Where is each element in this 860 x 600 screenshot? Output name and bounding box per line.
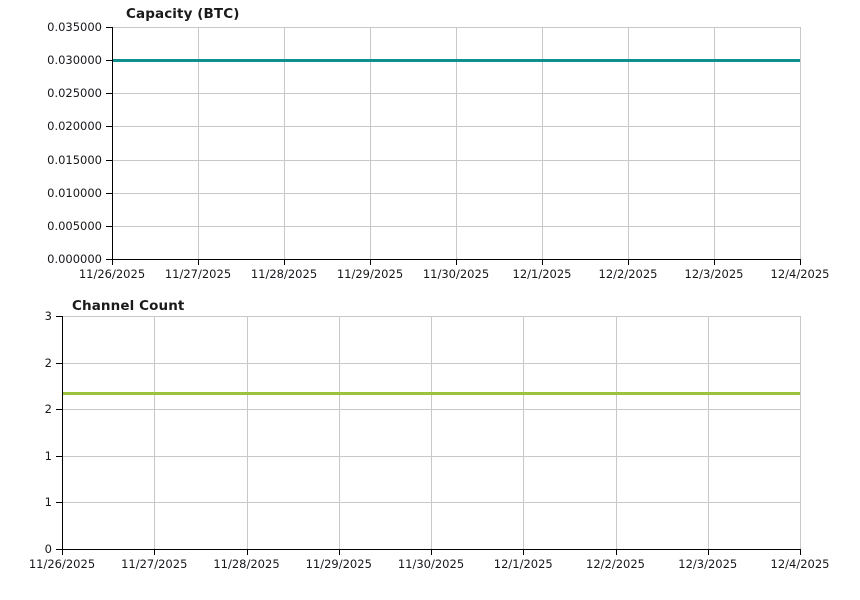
gridline-vertical [456,27,457,259]
x-axis-label: 12/2/2025 [586,557,645,571]
x-axis-label: 12/1/2025 [493,557,553,571]
y-tick-mark [106,60,112,62]
x-tick-mark [154,550,156,555]
x-tick-mark [284,260,285,265]
gridline-vertical [338,316,340,549]
x-tick-mark [198,260,199,265]
x-tick-mark [370,260,371,265]
x-tick-mark [456,260,457,265]
y-axis-label: 2 [44,355,52,370]
y-tick-mark [106,93,112,95]
y-tick-mark [56,455,62,457]
x-axis-label: 12/3/2025 [678,557,738,571]
y-tick-mark [56,316,62,317]
y-tick-mark [106,192,112,194]
gridline-vertical [523,316,525,549]
channel-chart-title: Channel Count [72,298,185,314]
gridline-vertical [800,27,801,259]
x-tick-mark [707,550,709,555]
y-axis-label: 3 [44,309,52,323]
x-axis-label: 12/4/2025 [770,557,830,571]
y-tick-mark [106,126,112,128]
x-axis-label: 11/27/2025 [164,267,232,281]
y-axis-label: 0.015000 [47,152,102,167]
y-axis-label: 0 [44,542,52,556]
gridline-vertical [284,27,285,259]
x-tick-mark [431,550,432,555]
x-axis-label: 12/2/2025 [598,267,658,281]
x-tick-mark [62,550,63,555]
y-tick-mark [56,362,62,364]
x-tick-mark [628,260,629,265]
gridline-vertical [628,27,629,259]
channel-chart-panel: Channel Count 3 2 2 1 1 0 11/26/2025 11/27/202… [0,290,860,600]
y-axis-label: 0.010000 [47,185,102,200]
gridline-vertical [615,316,617,549]
y-tick-mark [106,159,112,161]
x-axis-label: 11/27/2025 [121,557,188,571]
x-axis-label: 11/29/2025 [336,267,404,281]
x-axis-label: 11/29/2025 [305,557,372,571]
gridline-vertical [800,316,801,549]
x-tick-mark [246,550,248,555]
gridline-vertical [198,27,199,259]
x-axis-label: 11/30/2025 [422,267,490,281]
y-tick-mark [56,409,62,411]
y-tick-mark [106,27,112,28]
gridline-vertical [714,27,715,259]
x-axis-label: 11/28/2025 [213,557,280,571]
channel-series-line [62,392,800,396]
x-axis-label: 11/28/2025 [250,267,318,281]
x-axis-label: 11/30/2025 [397,557,465,571]
x-tick-mark [112,260,113,265]
capacity-x-axis-line [112,259,801,260]
gridline-vertical [370,27,371,259]
x-axis-label: 11/26/2025 [28,557,96,571]
y-tick-mark [56,549,62,550]
y-tick-mark [106,259,112,260]
y-axis-label: 0.005000 [47,218,102,233]
y-axis-label: 1 [44,495,52,510]
y-axis-label: 0.025000 [47,86,102,101]
gridline-vertical [707,316,709,549]
x-axis-label: 12/1/2025 [512,267,572,281]
channel-y-axis-line [62,316,63,550]
x-tick-mark [542,260,543,265]
capacity-series-line [112,58,800,62]
x-axis-label: 11/26/2025 [78,267,146,281]
gridline-vertical [431,316,432,549]
y-axis-label: 1 [44,448,52,463]
gridline-vertical [154,316,156,549]
gridline-vertical [542,27,543,259]
y-axis-label: 0.000000 [47,252,102,266]
x-axis-label: 12/4/2025 [770,267,830,281]
capacity-chart-title: Capacity (BTC) [126,6,240,22]
gridline-vertical [246,316,248,549]
x-axis-label: 12/3/2025 [684,267,744,281]
y-axis-label: 2 [44,402,52,417]
channel-x-axis-line [62,549,801,550]
y-tick-mark [106,225,112,227]
y-axis-label: 0.020000 [47,119,102,134]
x-tick-mark [800,260,801,265]
x-tick-mark [615,550,617,555]
capacity-y-axis-line [112,27,113,260]
y-axis-label: 0.035000 [47,20,102,34]
x-tick-mark [338,550,340,555]
x-tick-mark [714,260,715,265]
y-tick-mark [56,502,62,504]
capacity-plot-area [112,27,801,260]
y-axis-label: 0.030000 [47,53,102,68]
channel-plot-area [62,316,801,550]
x-tick-mark [523,550,525,555]
x-tick-mark [800,550,801,555]
capacity-chart-panel: Capacity (BTC) 0.035000 0.030000 0.025000 0… [0,0,860,290]
